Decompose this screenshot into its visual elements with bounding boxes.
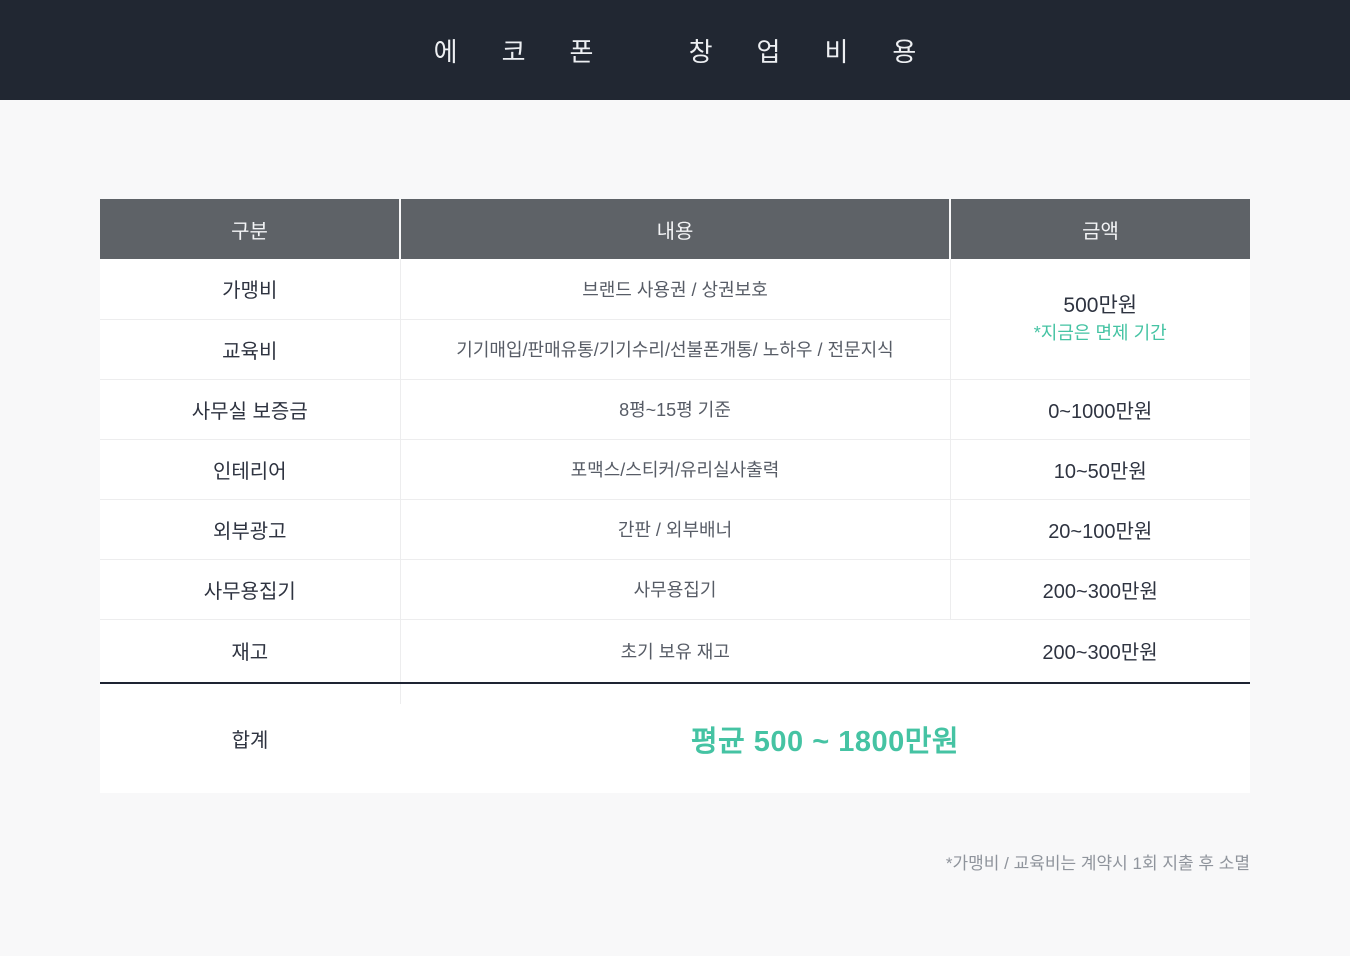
- table-row: 재고 초기 보유 재고 200~300만원: [100, 619, 1250, 683]
- description-cell: 브랜드 사용권 / 상권보호: [400, 259, 951, 320]
- table-header-row: 구분 내용 금액: [100, 199, 1250, 259]
- category-cell: 인테리어: [100, 439, 401, 500]
- category-cell: 가맹비: [100, 259, 401, 320]
- description-cell: 사무용집기: [400, 559, 951, 620]
- table-row: 가맹비 브랜드 사용권 / 상권보호 500만원 *지금은 면제 기간: [100, 259, 1250, 380]
- col-header-description: 내용: [399, 199, 950, 259]
- description-cell: 8평~15평 기준: [400, 379, 951, 440]
- col-header-amount: 금액: [949, 199, 1250, 259]
- col-header-category: 구분: [100, 199, 400, 259]
- description-cell: 기기매입/판매유통/기기수리/선불폰개통/ 노하우 / 전문지식: [400, 319, 951, 380]
- topbar: 에코폰 창업비용: [0, 0, 1350, 100]
- description-cell: 초기 보유 재고: [400, 619, 950, 683]
- category-cell: 재고: [100, 619, 401, 683]
- table-row: 교육비 기기매입/판매유통/기기수리/선불폰개통/ 노하우 / 전문지식: [100, 319, 1250, 380]
- description-cell: 포맥스/스티커/유리실사출력: [400, 439, 951, 500]
- total-value: 평균 500 ~ 1800만원: [400, 682, 1250, 793]
- total-row: 합계 평균 500 ~ 1800만원: [100, 682, 1250, 793]
- table-row: 사무용집기 사무용집기 200~300만원: [100, 559, 1250, 620]
- amount-cell: 0~1000만원: [950, 379, 1250, 440]
- category-cell: 외부광고: [100, 499, 401, 560]
- amount-cell: 200~300만원: [950, 619, 1250, 683]
- amount-cell-merged: 500만원 *지금은 면제 기간: [950, 259, 1250, 380]
- amount-cell: 20~100만원: [950, 499, 1250, 560]
- category-cell: 사무실 보증금: [100, 379, 401, 440]
- startup-cost-table: 구분 내용 금액 가맹비 브랜드 사용권 / 상권보호 500만원 *지금은 면…: [100, 199, 1250, 793]
- amount-cell: 200~300만원: [950, 559, 1250, 620]
- table-row: 외부광고 간판 / 외부배너 20~100만원: [100, 499, 1250, 560]
- category-cell: 교육비: [100, 319, 401, 380]
- table-row: 인테리어 포맥스/스티커/유리실사출력 10~50만원: [100, 439, 1250, 500]
- table-row: 사무실 보증금 8평~15평 기준 0~1000만원: [100, 379, 1250, 440]
- category-cell: 사무용집기: [100, 559, 401, 620]
- total-label: 합계: [100, 682, 401, 793]
- amount-cell: 10~50만원: [950, 439, 1250, 500]
- amount-exempt-note: *지금은 면제 기간: [1033, 323, 1167, 344]
- footnote: *가맹비 / 교육비는 계약시 1회 지출 후 소멸: [945, 854, 1250, 873]
- table-header: 구분 내용 금액: [100, 199, 1250, 259]
- amount-value: 500만원: [1063, 293, 1138, 317]
- page-title: 에코폰 창업비용: [433, 36, 961, 67]
- description-cell: 간판 / 외부배너: [400, 499, 951, 560]
